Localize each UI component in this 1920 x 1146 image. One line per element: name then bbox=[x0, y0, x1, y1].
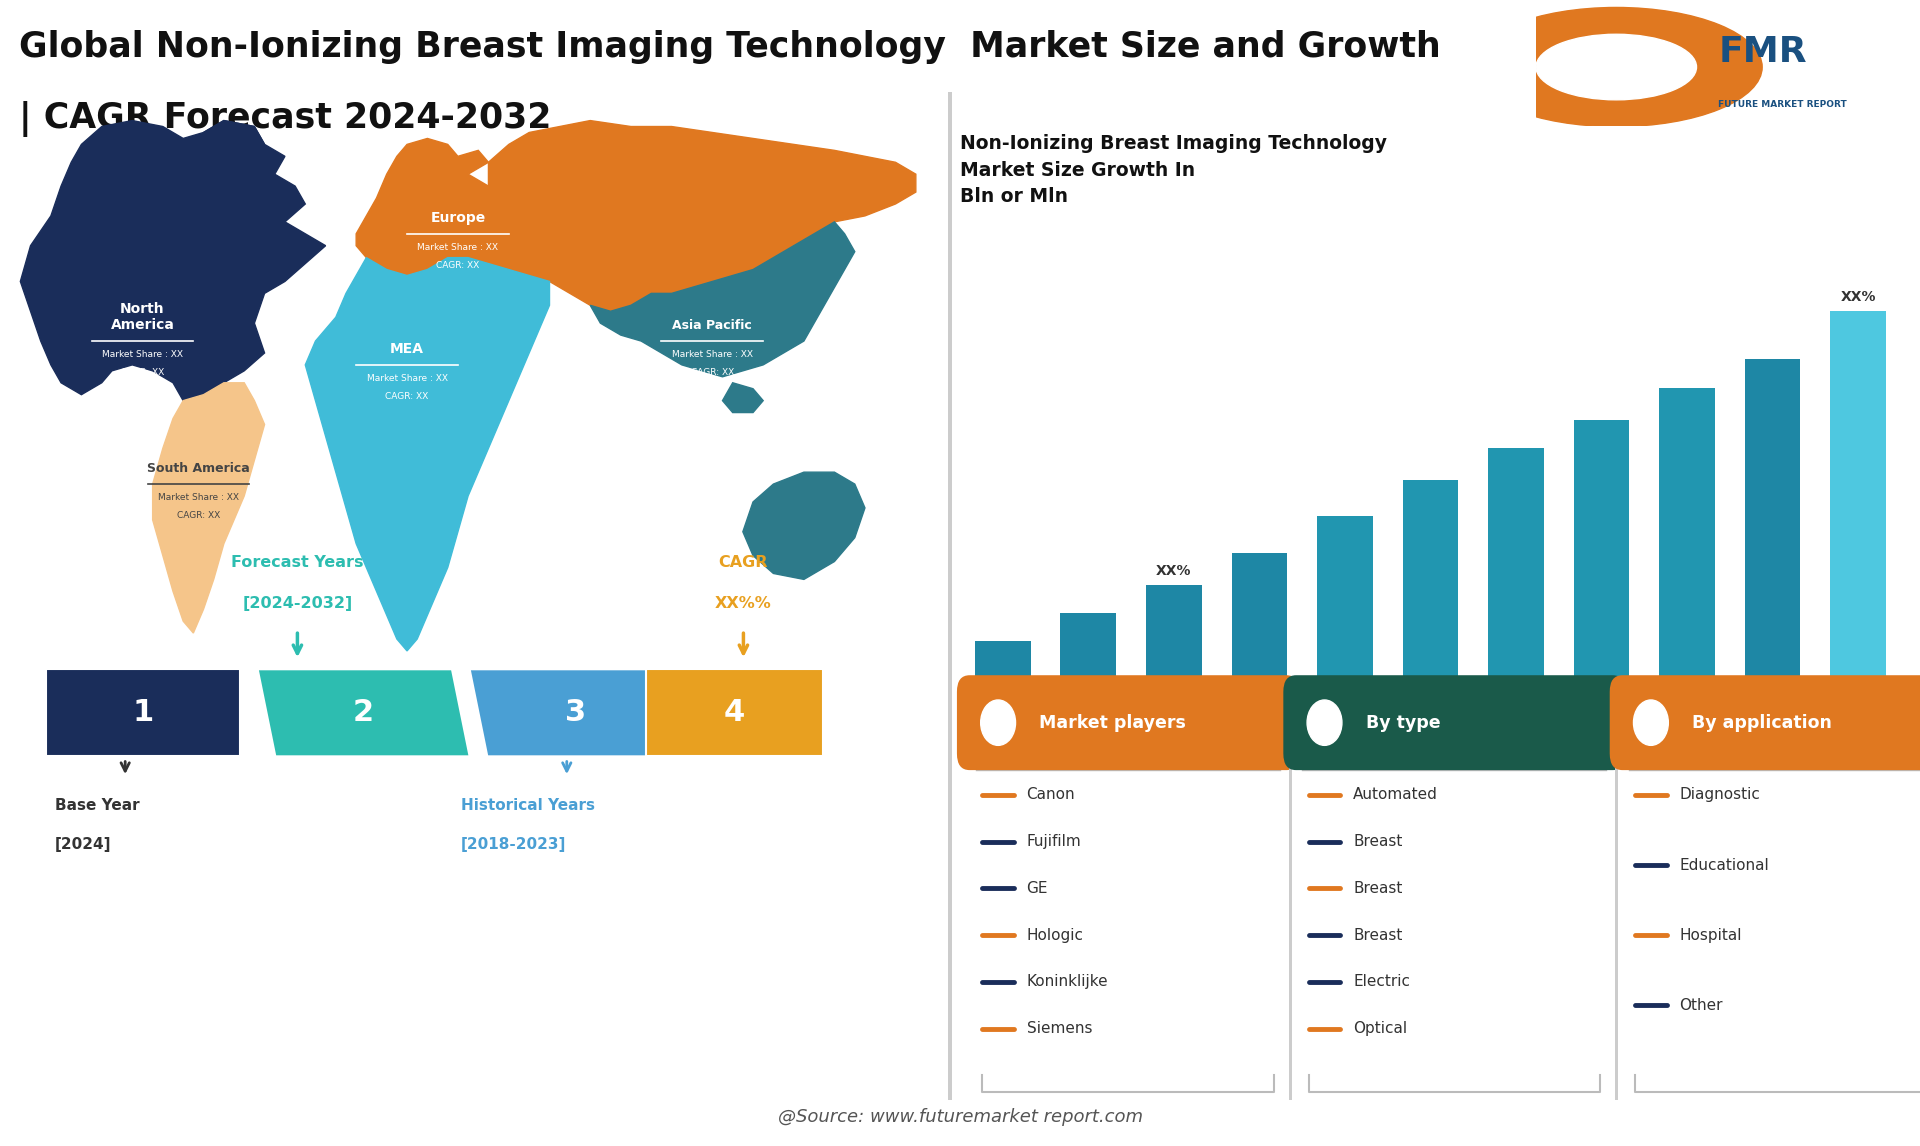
Polygon shape bbox=[21, 120, 326, 401]
Text: Market Share : XX: Market Share : XX bbox=[672, 350, 753, 359]
Bar bbox=[975, 642, 1031, 722]
Text: Market Share : XX: Market Share : XX bbox=[157, 493, 238, 502]
Text: 1: 1 bbox=[132, 698, 154, 728]
FancyBboxPatch shape bbox=[1283, 675, 1626, 770]
Bar bbox=[1574, 419, 1630, 722]
Text: @Source: www.futuremarket report.com: @Source: www.futuremarket report.com bbox=[778, 1108, 1142, 1127]
FancyBboxPatch shape bbox=[1288, 688, 1292, 1100]
Text: Breast: Breast bbox=[1354, 927, 1402, 943]
Text: 2: 2 bbox=[353, 698, 374, 728]
Text: CAGR: CAGR bbox=[718, 555, 768, 570]
Text: Base Year: Base Year bbox=[54, 798, 138, 813]
FancyBboxPatch shape bbox=[1615, 688, 1619, 1100]
Text: Europe: Europe bbox=[430, 211, 486, 225]
Text: Electric: Electric bbox=[1354, 974, 1409, 989]
Polygon shape bbox=[46, 669, 240, 756]
Polygon shape bbox=[367, 252, 386, 275]
Text: Other: Other bbox=[1680, 998, 1722, 1013]
Text: XX%: XX% bbox=[1156, 564, 1192, 578]
Circle shape bbox=[1634, 700, 1668, 745]
Circle shape bbox=[1536, 34, 1697, 100]
Bar bbox=[1745, 360, 1801, 722]
Polygon shape bbox=[357, 139, 530, 275]
Circle shape bbox=[1308, 700, 1342, 745]
Text: FUTURE MARKET REPORT: FUTURE MARKET REPORT bbox=[1718, 100, 1847, 109]
Text: Koninklijke: Koninklijke bbox=[1027, 974, 1108, 989]
Text: Historical Years: Historical Years bbox=[461, 798, 595, 813]
Text: Diagnostic: Diagnostic bbox=[1680, 787, 1761, 802]
Polygon shape bbox=[305, 258, 549, 651]
Text: [2024]: [2024] bbox=[54, 837, 111, 851]
Text: Market Share : XX: Market Share : XX bbox=[417, 243, 499, 252]
Polygon shape bbox=[647, 669, 824, 756]
Text: CAGR: XX: CAGR: XX bbox=[121, 368, 163, 377]
Text: Non-Ionizing Breast Imaging Technology
Market Size Growth In
Bln or Mln: Non-Ionizing Breast Imaging Technology M… bbox=[960, 134, 1386, 206]
Text: [2024-2032]: [2024-2032] bbox=[242, 596, 353, 611]
Text: North
America: North America bbox=[111, 301, 175, 332]
Text: Market players: Market players bbox=[1039, 714, 1187, 731]
Text: Asia Pacific: Asia Pacific bbox=[672, 319, 753, 332]
Text: XX%: XX% bbox=[1839, 290, 1876, 304]
Text: | CAGR Forecast 2024-2032: | CAGR Forecast 2024-2032 bbox=[19, 101, 551, 138]
Polygon shape bbox=[204, 120, 265, 156]
Bar bbox=[1231, 552, 1286, 722]
Text: CAGR: XX: CAGR: XX bbox=[691, 368, 733, 377]
Text: Forecast Years: Forecast Years bbox=[230, 555, 363, 570]
Bar bbox=[1659, 387, 1715, 722]
Polygon shape bbox=[154, 383, 265, 633]
Text: Optical: Optical bbox=[1354, 1021, 1407, 1036]
Text: GE: GE bbox=[1027, 881, 1048, 896]
Text: Canon: Canon bbox=[1027, 787, 1075, 802]
Text: CAGR: XX: CAGR: XX bbox=[386, 392, 428, 401]
Text: 4: 4 bbox=[724, 698, 745, 728]
Text: MEA: MEA bbox=[390, 342, 424, 356]
Bar bbox=[1404, 480, 1457, 722]
Text: FMR: FMR bbox=[1718, 36, 1807, 69]
Polygon shape bbox=[589, 222, 854, 377]
Polygon shape bbox=[722, 383, 764, 413]
Text: Breast: Breast bbox=[1354, 881, 1402, 896]
Bar bbox=[1830, 311, 1885, 722]
Text: Breast: Breast bbox=[1354, 834, 1402, 849]
Bar bbox=[1488, 448, 1544, 722]
FancyBboxPatch shape bbox=[956, 675, 1300, 770]
Text: Fujifilm: Fujifilm bbox=[1027, 834, 1081, 849]
Text: Market Share : XX: Market Share : XX bbox=[102, 350, 182, 359]
Text: CAGR: XX: CAGR: XX bbox=[177, 511, 221, 520]
Circle shape bbox=[1471, 7, 1763, 126]
Text: Educational: Educational bbox=[1680, 857, 1768, 872]
Bar bbox=[1060, 613, 1116, 722]
Text: [2018-2023]: [2018-2023] bbox=[461, 837, 566, 851]
Polygon shape bbox=[470, 669, 682, 756]
Text: Automated: Automated bbox=[1354, 787, 1438, 802]
Text: CAGR: XX: CAGR: XX bbox=[436, 260, 480, 269]
Text: Market Share : XX: Market Share : XX bbox=[367, 374, 447, 383]
Polygon shape bbox=[743, 472, 864, 580]
Bar bbox=[1146, 584, 1202, 722]
Text: Hospital: Hospital bbox=[1680, 927, 1741, 943]
Polygon shape bbox=[257, 669, 470, 756]
FancyBboxPatch shape bbox=[948, 92, 952, 1100]
Text: 3: 3 bbox=[564, 698, 586, 728]
Circle shape bbox=[981, 700, 1016, 745]
Text: By type: By type bbox=[1365, 714, 1440, 731]
Text: South America: South America bbox=[148, 462, 250, 476]
Text: Hologic: Hologic bbox=[1027, 927, 1083, 943]
Text: By application: By application bbox=[1692, 714, 1832, 731]
Polygon shape bbox=[438, 120, 916, 312]
Text: Siemens: Siemens bbox=[1027, 1021, 1092, 1036]
FancyBboxPatch shape bbox=[1609, 675, 1920, 770]
Text: XX%%: XX%% bbox=[714, 596, 772, 611]
Text: Global Non-Ionizing Breast Imaging Technology  Market Size and Growth: Global Non-Ionizing Breast Imaging Techn… bbox=[19, 30, 1440, 64]
Bar bbox=[1317, 517, 1373, 722]
